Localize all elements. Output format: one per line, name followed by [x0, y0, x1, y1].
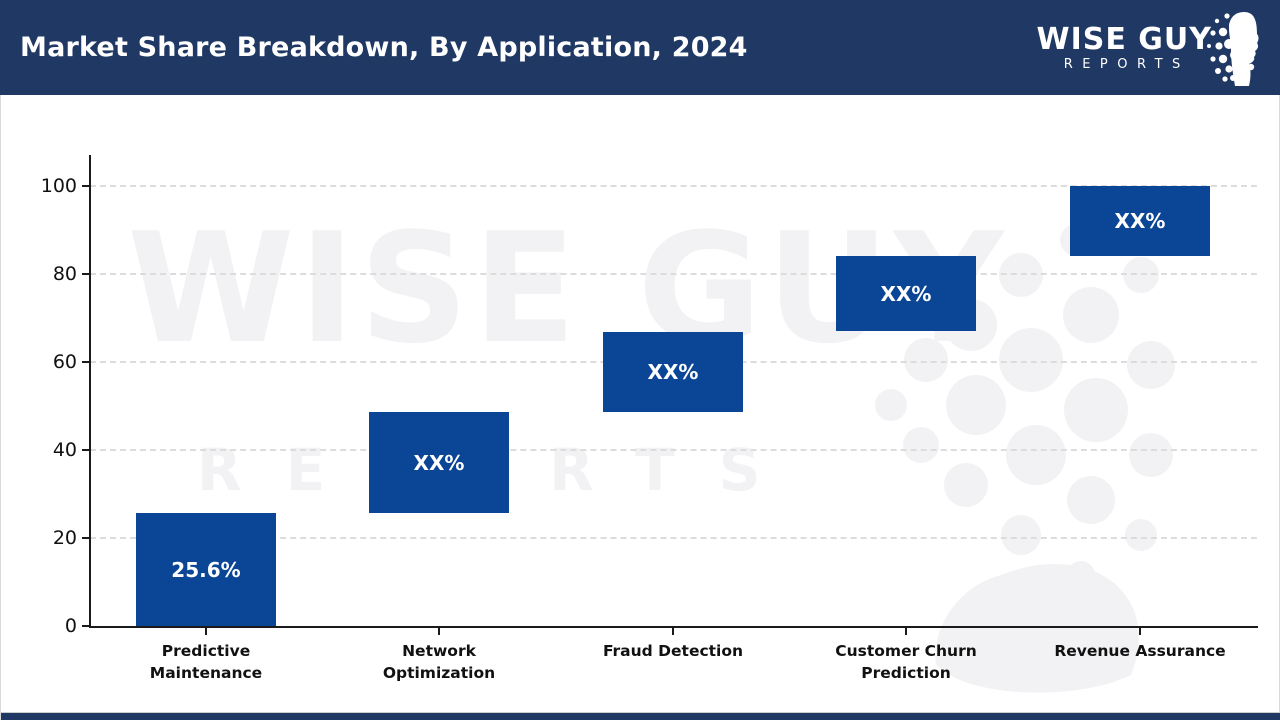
- page-title: Market Share Breakdown, By Application, …: [20, 32, 748, 63]
- y-tick-mark-60: [82, 361, 89, 363]
- y-tick-label-100: 100: [40, 175, 77, 197]
- category-label-1: Predictive Maintenance: [149, 642, 263, 682]
- category-label-3: Fraud Detection: [602, 642, 744, 660]
- category-label-2: Network Optimization: [382, 642, 496, 682]
- y-axis-line: [89, 155, 91, 628]
- gridline-y-40: [90, 449, 1257, 451]
- bar-value-label: XX%: [413, 450, 465, 475]
- brand-logo-text: WISE GUY REPORTS: [1036, 21, 1212, 72]
- y-tick-mark-40: [82, 449, 89, 451]
- bar-value-label: XX%: [880, 281, 932, 306]
- bar-value-label: XX%: [647, 360, 699, 385]
- brand-logo-name: WISE GUY: [1036, 21, 1212, 57]
- category-label-5: Revenue Assurance: [1054, 642, 1226, 660]
- gridline-y-20: [90, 537, 1257, 539]
- bar-segment-4: XX%: [836, 256, 976, 332]
- x-tick-mark-2: [438, 628, 440, 635]
- y-tick-mark-80: [82, 273, 89, 275]
- bar-segment-3: XX%: [603, 332, 743, 413]
- y-tick-label-0: 0: [64, 615, 77, 637]
- category-label-4: Customer Churn Prediction: [835, 642, 977, 682]
- y-tick-label-40: 40: [52, 439, 77, 461]
- y-tick-mark-100: [82, 185, 89, 187]
- x-axis-line: [89, 626, 1258, 628]
- x-tick-mark-1: [205, 628, 207, 635]
- gridline-y-100: [90, 185, 1257, 187]
- y-tick-mark-0: [82, 625, 89, 627]
- header-bar: Market Share Breakdown, By Application, …: [0, 0, 1280, 95]
- footer-accent-strip: [1, 712, 1280, 720]
- bar-value-label: 25.6%: [171, 557, 241, 582]
- y-tick-label-60: 60: [52, 351, 77, 373]
- y-tick-label-20: 20: [52, 527, 77, 549]
- y-tick-mark-20: [82, 537, 89, 539]
- x-tick-mark-4: [905, 628, 907, 635]
- bar-segment-5: XX%: [1070, 186, 1210, 257]
- brand-logo-subtitle: REPORTS: [1063, 56, 1190, 72]
- x-tick-mark-3: [672, 628, 674, 635]
- head-profile-icon: [1207, 11, 1259, 86]
- bar-value-label: XX%: [1114, 209, 1166, 234]
- market-share-chart: WISE GUY REPORTS 02040608010025.6%Predic…: [0, 95, 1280, 720]
- bar-segment-1: 25.6%: [136, 513, 276, 626]
- brand-logo: WISE GUY REPORTS: [1036, 8, 1266, 88]
- x-tick-mark-5: [1139, 628, 1141, 635]
- watermark-head-dots-icon: [875, 224, 1175, 693]
- y-tick-label-80: 80: [52, 263, 77, 285]
- bar-segment-2: XX%: [369, 412, 509, 514]
- gridline-y-80: [90, 273, 1257, 275]
